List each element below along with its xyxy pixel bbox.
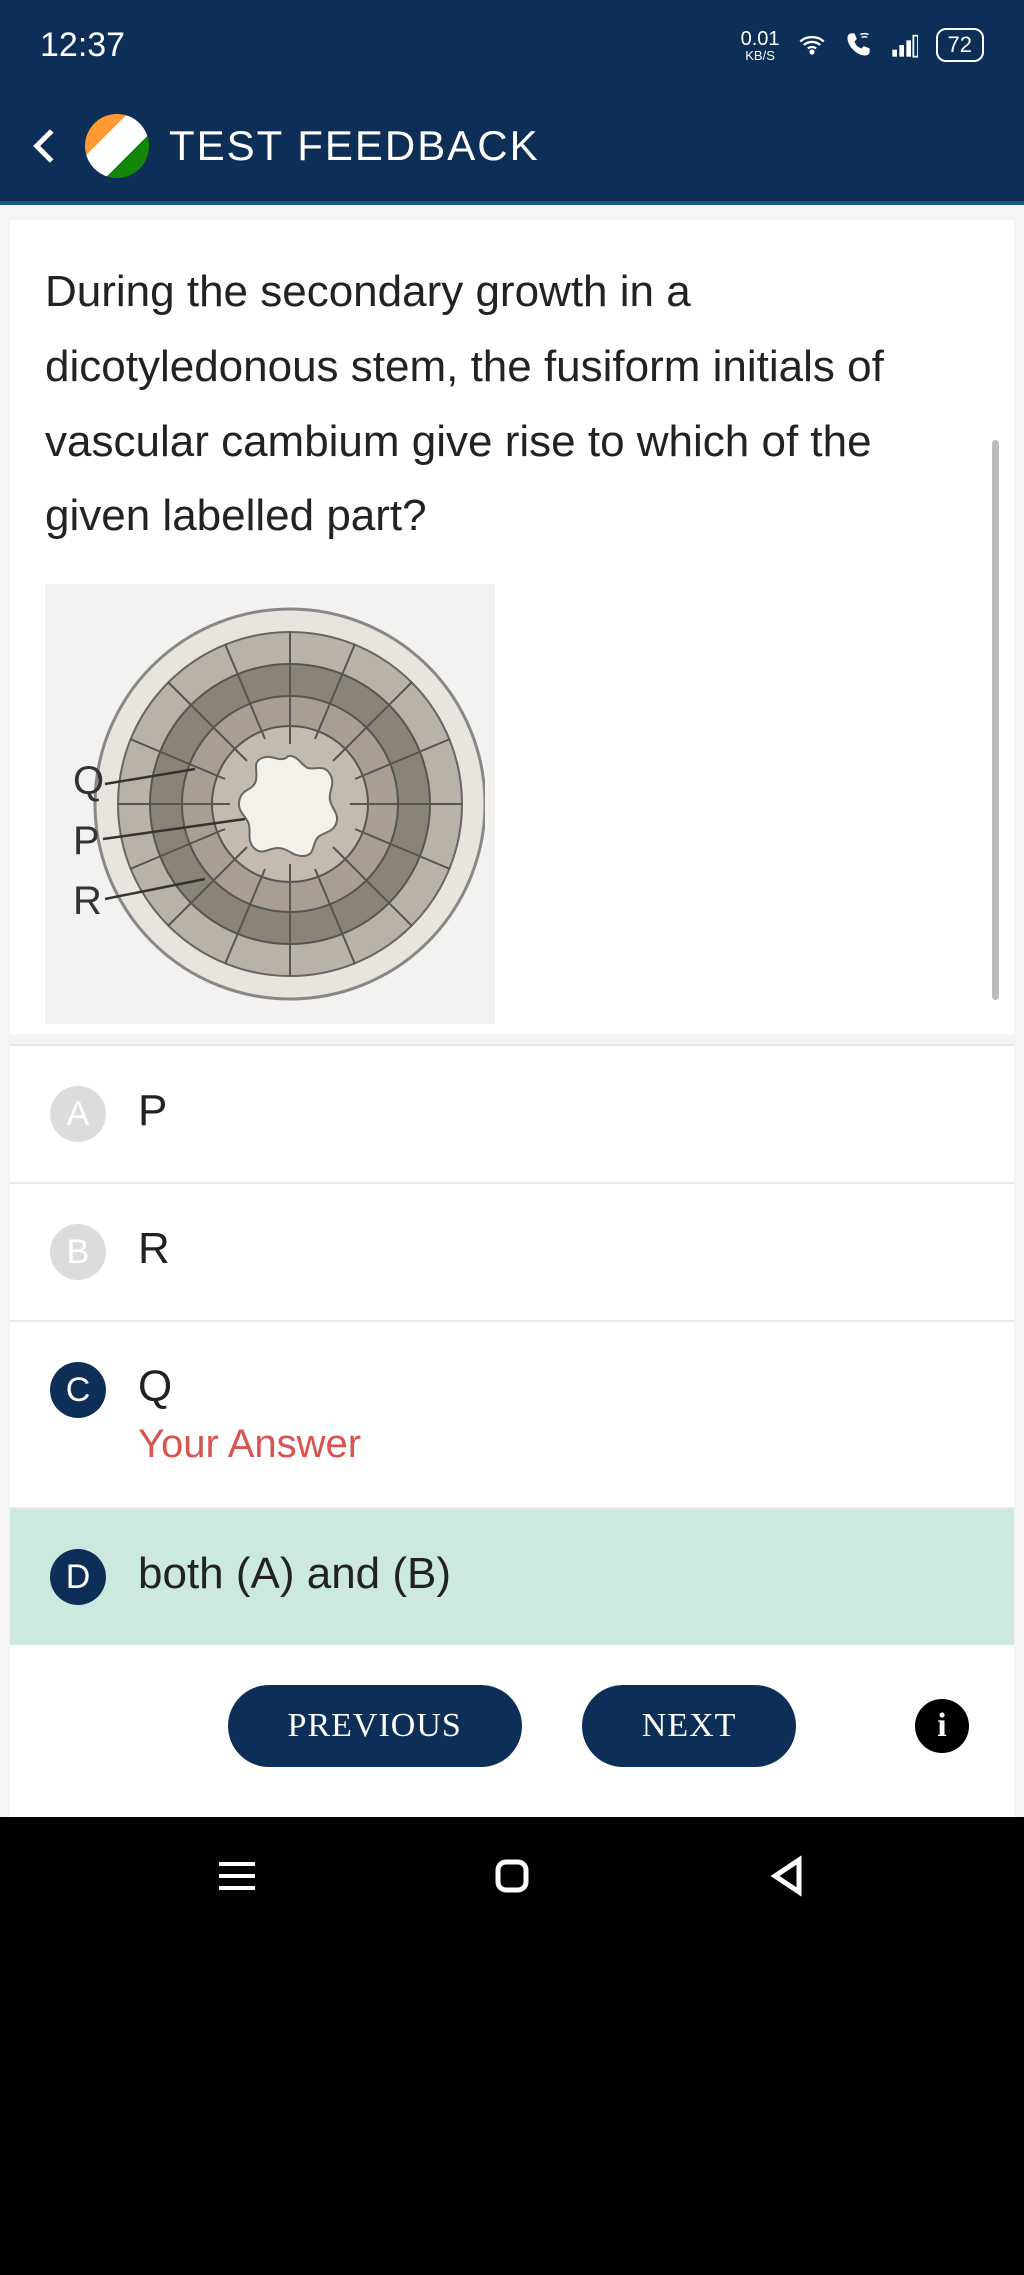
- option-body: both (A) and (B): [138, 1549, 451, 1599]
- option-row-b[interactable]: BR: [10, 1182, 1014, 1320]
- question-panel: During the secondary growth in a dicotyl…: [10, 220, 1014, 1034]
- option-row-d[interactable]: Dboth (A) and (B): [10, 1507, 1014, 1645]
- wifi-calling-icon: [844, 31, 872, 59]
- network-speed-value: 0.01: [741, 29, 780, 49]
- back-icon[interactable]: [25, 126, 65, 166]
- option-text: both (A) and (B): [138, 1549, 451, 1599]
- info-icon[interactable]: i: [915, 1699, 969, 1753]
- signal-icon: [890, 31, 918, 59]
- status-right: 0.01 KB/S 72: [741, 28, 984, 62]
- home-icon[interactable]: [488, 1852, 536, 1900]
- option-badge: C: [50, 1362, 106, 1418]
- network-speed-unit: KB/S: [741, 49, 780, 62]
- option-body: P: [138, 1086, 167, 1136]
- diagram-label-p: P: [73, 819, 100, 864]
- bottom-nav: PREVIOUS NEXT i: [10, 1645, 1014, 1817]
- your-answer-label: Your Answer: [138, 1422, 361, 1467]
- app-header: TEST FEEDBACK: [0, 90, 1024, 205]
- option-badge: B: [50, 1224, 106, 1280]
- back-nav-icon[interactable]: [763, 1852, 811, 1900]
- page-title: TEST FEEDBACK: [169, 122, 540, 170]
- next-button[interactable]: NEXT: [582, 1685, 797, 1767]
- scrollbar[interactable]: [992, 440, 999, 1000]
- network-speed: 0.01 KB/S: [741, 29, 780, 62]
- option-text: Q: [138, 1362, 361, 1412]
- option-body: R: [138, 1224, 170, 1274]
- question-diagram: Q P R: [45, 584, 495, 1024]
- diagram-label-r: R: [73, 879, 102, 924]
- question-text: During the secondary growth in a dicotyl…: [45, 255, 979, 554]
- option-body: Q Your Answer: [138, 1362, 361, 1467]
- option-badge: D: [50, 1549, 106, 1605]
- option-text: R: [138, 1224, 170, 1274]
- diagram-label-q: Q: [73, 759, 104, 804]
- stem-cross-section-diagram: [55, 589, 485, 1019]
- status-time: 12:37: [40, 26, 125, 65]
- option-badge: A: [50, 1086, 106, 1142]
- option-row-c[interactable]: CQ Your Answer: [10, 1320, 1014, 1507]
- option-row-a[interactable]: AP: [10, 1044, 1014, 1182]
- option-text: P: [138, 1086, 167, 1136]
- options-list: APBRCQYour AnswerDboth (A) and (B): [10, 1044, 1014, 1645]
- recent-apps-icon[interactable]: [213, 1852, 261, 1900]
- previous-button[interactable]: PREVIOUS: [228, 1685, 522, 1767]
- status-bar: 12:37 0.01 KB/S 72: [0, 0, 1024, 90]
- wifi-icon: [798, 31, 826, 59]
- battery-indicator: 72: [936, 28, 984, 62]
- app-logo-icon: [85, 114, 149, 178]
- system-nav-bar: [0, 1817, 1024, 2275]
